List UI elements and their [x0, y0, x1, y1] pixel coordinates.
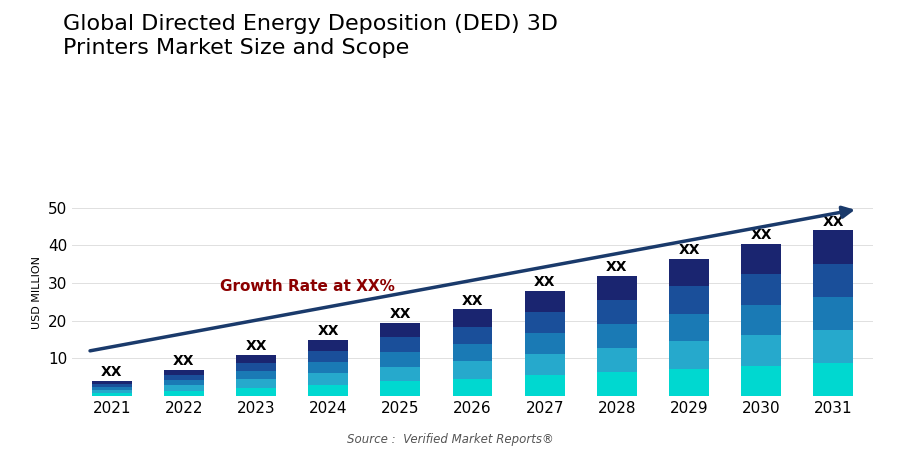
Bar — [309, 362, 348, 373]
Bar — [236, 363, 276, 371]
Bar — [309, 374, 348, 385]
Bar — [309, 340, 348, 351]
Bar — [814, 297, 853, 330]
Text: XX: XX — [751, 228, 772, 242]
Bar — [814, 230, 853, 264]
Bar — [453, 327, 492, 344]
Bar — [381, 323, 420, 338]
Bar — [669, 286, 709, 314]
Bar — [236, 388, 276, 396]
Bar — [525, 375, 564, 396]
Bar — [742, 335, 781, 365]
Bar — [597, 372, 636, 396]
Bar — [597, 348, 636, 372]
Bar — [597, 324, 636, 348]
Bar — [92, 384, 131, 387]
Bar — [236, 371, 276, 379]
Bar — [742, 274, 781, 305]
Bar — [669, 369, 709, 396]
Bar — [309, 385, 348, 396]
Text: XX: XX — [679, 243, 699, 257]
Text: XX: XX — [390, 307, 411, 321]
Bar — [236, 379, 276, 388]
Bar — [92, 390, 131, 393]
Bar — [453, 344, 492, 361]
Text: XX: XX — [101, 365, 122, 379]
Text: Growth Rate at XX%: Growth Rate at XX% — [220, 279, 395, 294]
Bar — [742, 305, 781, 335]
Bar — [525, 333, 564, 354]
Text: XX: XX — [534, 275, 555, 289]
Bar — [742, 243, 781, 274]
Bar — [525, 291, 564, 312]
Bar — [453, 379, 492, 396]
Bar — [597, 300, 636, 324]
Bar — [814, 330, 853, 363]
Text: XX: XX — [318, 324, 339, 338]
Bar — [92, 393, 131, 396]
Bar — [309, 351, 348, 362]
Y-axis label: USD MILLION: USD MILLION — [32, 256, 42, 329]
Bar — [453, 361, 492, 379]
Bar — [525, 354, 564, 375]
Bar — [669, 259, 709, 286]
Bar — [381, 367, 420, 381]
Bar — [742, 365, 781, 396]
Bar — [92, 387, 131, 390]
Bar — [164, 369, 203, 375]
Text: XX: XX — [606, 260, 627, 274]
Bar — [669, 341, 709, 369]
Bar — [164, 386, 203, 391]
Bar — [597, 275, 636, 300]
Text: XX: XX — [173, 354, 194, 368]
Bar — [814, 264, 853, 297]
Text: XX: XX — [246, 339, 266, 353]
Bar — [164, 375, 203, 380]
Bar — [381, 338, 420, 352]
Bar — [164, 391, 203, 396]
Text: XX: XX — [462, 294, 483, 308]
Text: Source :  Verified Market Reports®: Source : Verified Market Reports® — [346, 432, 554, 446]
Bar — [92, 381, 131, 384]
Bar — [164, 380, 203, 386]
Text: Global Directed Energy Deposition (DED) 3D
Printers Market Size and Scope: Global Directed Energy Deposition (DED) … — [63, 14, 558, 58]
Bar — [525, 312, 564, 333]
Text: XX: XX — [823, 215, 844, 229]
Bar — [381, 381, 420, 396]
Bar — [236, 355, 276, 363]
Bar — [453, 310, 492, 327]
Bar — [814, 363, 853, 396]
Bar — [669, 314, 709, 341]
Bar — [381, 352, 420, 367]
